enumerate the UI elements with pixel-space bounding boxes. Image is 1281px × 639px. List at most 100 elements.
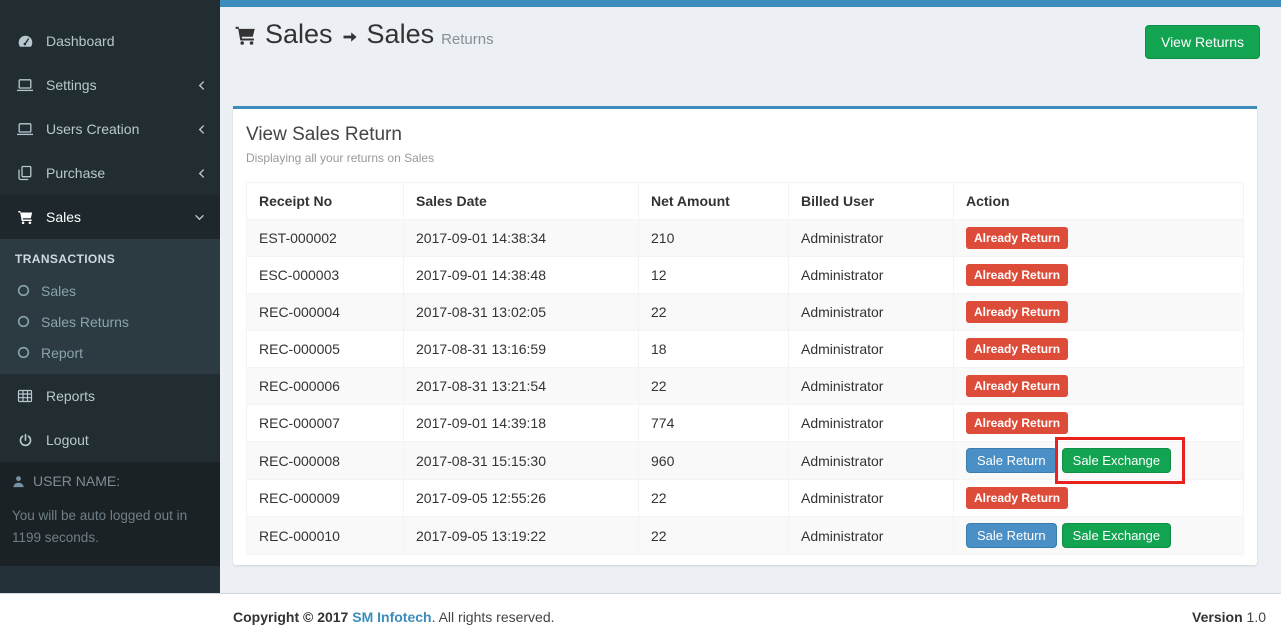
copyright-text: Copyright © 2017 SM Infotech. All rights… bbox=[233, 609, 555, 625]
sidebar-nav: Dashboard Settings Users Creation bbox=[0, 0, 220, 239]
sale-return-button[interactable]: Sale Return bbox=[966, 523, 1057, 548]
circle-o-icon bbox=[17, 315, 30, 328]
already-return-badge: Already Return bbox=[966, 301, 1069, 323]
net-amount-cell: 22 bbox=[638, 479, 789, 517]
already-return-badge: Already Return bbox=[966, 487, 1069, 509]
sidebar-item-dashboard[interactable]: Dashboard bbox=[0, 19, 220, 63]
net-amount-cell: 18 bbox=[638, 330, 789, 368]
action-cell: Sale Return Sale Exchange bbox=[953, 516, 1244, 555]
table-row: REC-000005 2017-08-31 13:16:59 18 Admini… bbox=[246, 330, 1244, 368]
action-cell: Already Return bbox=[953, 367, 1244, 405]
chevron-left-icon bbox=[198, 80, 205, 91]
user-name-label: USER NAME: bbox=[33, 473, 121, 489]
net-amount-cell: 22 bbox=[638, 516, 789, 555]
page-title-primary: Sales bbox=[366, 19, 435, 49]
subitem-label: Sales bbox=[41, 282, 77, 299]
circle-o-icon bbox=[17, 346, 30, 359]
sales-date-cell: 2017-09-01 14:38:34 bbox=[403, 219, 639, 257]
sidebar-item-reports[interactable]: Reports bbox=[0, 374, 220, 418]
receipt-no-cell: EST-000002 bbox=[246, 219, 404, 257]
gauge-icon bbox=[15, 33, 35, 50]
action-cell: Already Return bbox=[953, 293, 1244, 331]
billed-user-cell: Administrator bbox=[788, 330, 954, 368]
receipt-no-cell: ESC-000003 bbox=[246, 256, 404, 294]
sidebar-item-users-creation[interactable]: Users Creation bbox=[0, 107, 220, 151]
billed-user-cell: Administrator bbox=[788, 367, 954, 405]
already-return-badge: Already Return bbox=[966, 264, 1069, 286]
sidebar-item-label: Users Creation bbox=[46, 121, 140, 137]
net-amount-cell: 774 bbox=[638, 404, 789, 442]
already-return-badge: Already Return bbox=[966, 412, 1069, 434]
table-row: REC-000009 2017-09-05 12:55:26 22 Admini… bbox=[246, 479, 1244, 517]
sidebar-item-label: Dashboard bbox=[46, 33, 115, 49]
sales-date-cell: 2017-08-31 13:02:05 bbox=[403, 293, 639, 331]
action-cell: Already Return bbox=[953, 330, 1244, 368]
net-amount-cell: 12 bbox=[638, 256, 789, 294]
sidebar: Dashboard Settings Users Creation bbox=[0, 0, 220, 593]
company-link[interactable]: SM Infotech bbox=[352, 608, 432, 625]
receipt-no-cell: REC-000006 bbox=[246, 367, 404, 405]
sidebar-item-logout[interactable]: Logout bbox=[0, 418, 220, 462]
user-icon bbox=[12, 475, 25, 488]
footer: Copyright © 2017 SM Infotech. All rights… bbox=[0, 593, 1281, 639]
action-cell: Already Return bbox=[953, 256, 1244, 294]
table-header-row: Receipt No Sales Date Net Amount Billed … bbox=[246, 182, 1244, 220]
sale-exchange-button[interactable]: Sale Exchange bbox=[1061, 448, 1172, 473]
action-cell: Already Return bbox=[953, 479, 1244, 517]
sales-date-cell: 2017-09-01 14:38:48 bbox=[403, 256, 639, 294]
col-header-net-amount: Net Amount bbox=[638, 182, 789, 220]
circle-o-icon bbox=[17, 284, 30, 297]
action-cell: Already Return bbox=[953, 219, 1244, 257]
sidebar-item-purchase[interactable]: Purchase bbox=[0, 151, 220, 195]
billed-user-cell: Administrator bbox=[788, 256, 954, 294]
table-row: EST-000002 2017-09-01 14:38:34 210 Admin… bbox=[246, 219, 1244, 257]
sidebar-subitem-sales-returns[interactable]: Sales Returns bbox=[0, 306, 220, 337]
sidebar-filler bbox=[0, 565, 220, 593]
copyright-suffix: . All rights reserved. bbox=[431, 608, 555, 625]
sales-date-cell: 2017-09-05 12:55:26 bbox=[403, 479, 639, 517]
cart-icon bbox=[234, 24, 257, 46]
billed-user-cell: Administrator bbox=[788, 441, 954, 480]
sidebar-subitem-report[interactable]: Report bbox=[0, 337, 220, 368]
chevron-left-icon bbox=[198, 168, 205, 179]
billed-user-cell: Administrator bbox=[788, 293, 954, 331]
sales-submenu: TRANSACTIONS Sales Sales Returns Report bbox=[0, 239, 220, 374]
sale-return-button[interactable]: Sale Return bbox=[966, 448, 1057, 473]
table-row: ESC-000003 2017-09-01 14:38:48 12 Admini… bbox=[246, 256, 1244, 294]
page-title: Sales Sales Returns bbox=[234, 19, 494, 50]
sidebar-subitem-sales[interactable]: Sales bbox=[0, 275, 220, 306]
subitem-label: Sales Returns bbox=[41, 313, 129, 330]
sidebar-item-label: Purchase bbox=[46, 165, 106, 181]
billed-user-cell: Administrator bbox=[788, 479, 954, 517]
chevron-left-icon bbox=[198, 124, 205, 135]
table-icon bbox=[15, 388, 35, 404]
sidebar-item-label: Settings bbox=[46, 77, 97, 93]
version-label: Version bbox=[1192, 608, 1243, 625]
sales-date-cell: 2017-09-01 14:39:18 bbox=[403, 404, 639, 442]
net-amount-cell: 22 bbox=[638, 367, 789, 405]
top-accent-bar bbox=[220, 0, 1281, 7]
auto-logout-text: You will be auto logged out in 1199 seco… bbox=[12, 508, 188, 546]
panel-subtitle: Displaying all your returns on Sales bbox=[246, 151, 435, 165]
sidebar-item-settings[interactable]: Settings bbox=[0, 63, 220, 107]
view-returns-button[interactable]: View Returns bbox=[1144, 25, 1260, 59]
breadcrumb-section: Sales bbox=[265, 19, 333, 49]
submenu-header: TRANSACTIONS bbox=[15, 252, 116, 266]
app-window: Dashboard Settings Users Creation bbox=[0, 0, 1281, 593]
already-return-badge: Already Return bbox=[966, 338, 1069, 360]
arrow-right-icon bbox=[342, 31, 358, 43]
returns-table: Receipt No Sales Date Net Amount Billed … bbox=[246, 182, 1244, 555]
net-amount-cell: 210 bbox=[638, 219, 789, 257]
sales-return-panel: View Sales Return Displaying all your re… bbox=[233, 106, 1257, 565]
table-row: REC-000008 2017-08-31 15:15:30 960 Admin… bbox=[246, 437, 1244, 484]
sale-exchange-button[interactable]: Sale Exchange bbox=[1061, 523, 1172, 548]
sidebar-item-sales[interactable]: Sales bbox=[0, 195, 220, 239]
sidebar-item-label: Sales bbox=[46, 209, 82, 225]
col-header-receipt-no: Receipt No bbox=[246, 182, 404, 220]
col-header-action: Action bbox=[953, 182, 1244, 220]
copyright-prefix: Copyright © 2017 bbox=[233, 608, 353, 625]
already-return-badge: Already Return bbox=[966, 227, 1069, 249]
content-header: Sales Sales Returns View Returns bbox=[220, 7, 1281, 59]
billed-user-cell: Administrator bbox=[788, 219, 954, 257]
billed-user-cell: Administrator bbox=[788, 516, 954, 555]
